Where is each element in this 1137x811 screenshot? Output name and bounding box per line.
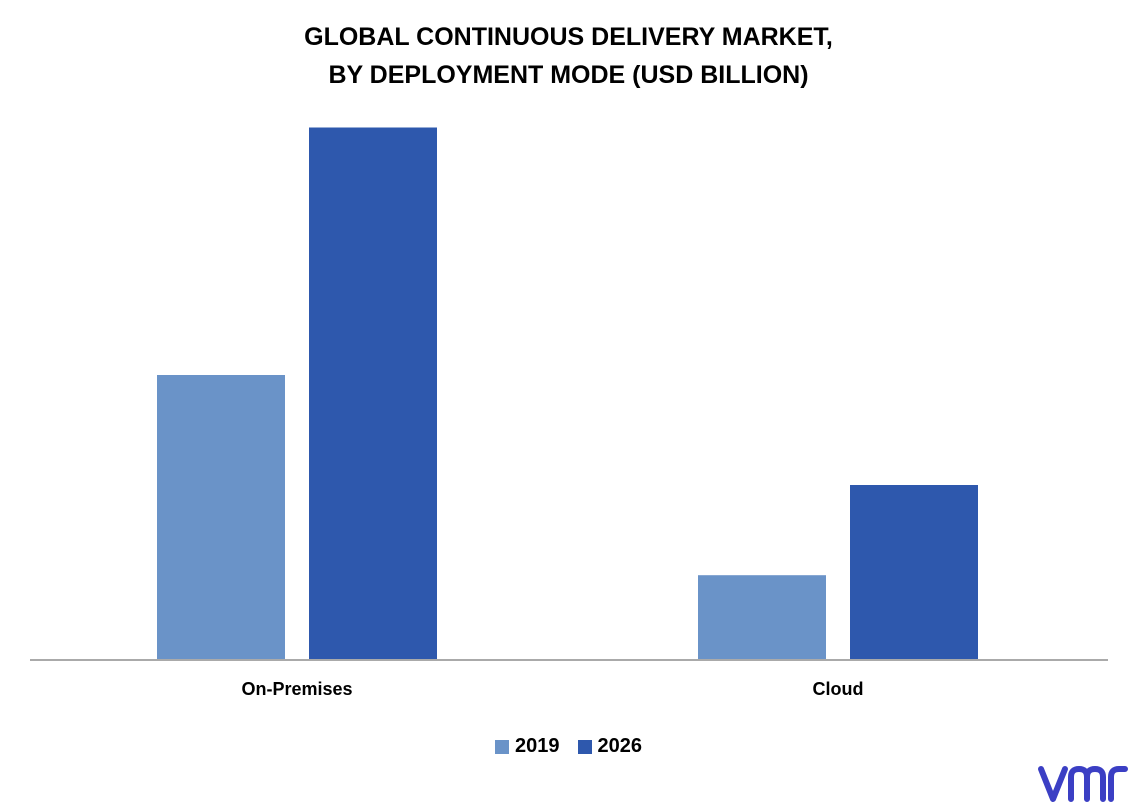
bar-cloud-2019 [696, 573, 828, 662]
chart-title: GLOBAL CONTINUOUS DELIVERY MARKET, BY DE… [0, 18, 1137, 94]
bar-on-premises-2019 [155, 373, 287, 661]
bar-cloud-2026 [848, 483, 980, 661]
chart-title-line-2: BY DEPLOYMENT MODE (USD BILLION) [328, 61, 809, 89]
chart-title-line-1: GLOBAL CONTINUOUS DELIVERY MARKET, [304, 23, 833, 51]
legend-label-2026: 2026 [597, 735, 643, 757]
vmr-logo-icon [1038, 766, 1128, 802]
legend-item-2019: 2019 [495, 735, 560, 758]
bars-layer [155, 125, 980, 662]
legend: 2019 2026 [0, 735, 1137, 758]
category-label-on-premises: On-Premises [241, 679, 352, 699]
legend-swatch-2026 [577, 739, 592, 754]
legend-label-2019: 2019 [515, 735, 560, 757]
category-labels: On-Premises Cloud [241, 679, 863, 699]
category-label-cloud: Cloud [813, 679, 864, 699]
legend-swatch-2019 [495, 739, 509, 754]
bar-on-premises-2026 [307, 125, 439, 661]
legend-item-2026: 2026 [577, 735, 643, 758]
